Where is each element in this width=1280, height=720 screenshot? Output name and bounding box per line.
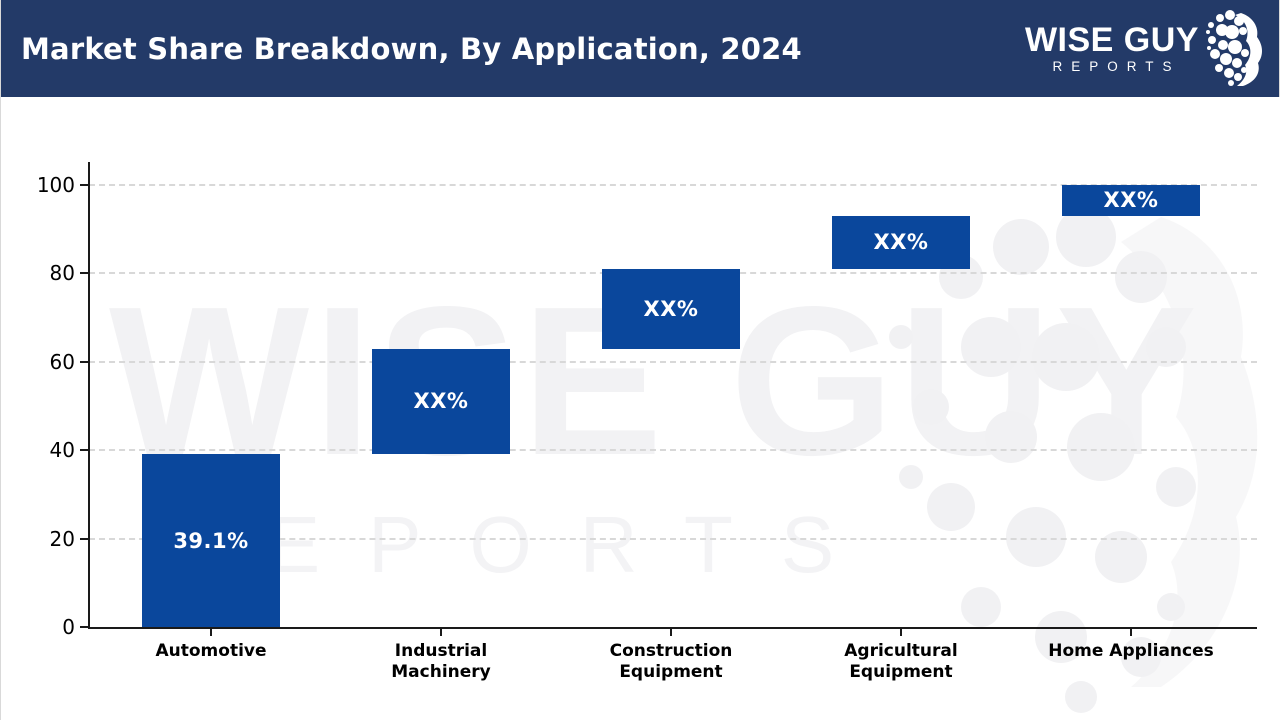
- x-axis-line: [88, 627, 1257, 629]
- y-tick-label: 20: [49, 526, 75, 551]
- logo-wordmark: WISE GUY: [1024, 21, 1199, 60]
- header: Market Share Breakdown, By Application, …: [1, 0, 1279, 97]
- x-category-label: Automotive: [155, 641, 267, 661]
- bar: XX%: [1062, 185, 1200, 216]
- y-tick-mark: [80, 360, 89, 363]
- y-tick-label: 100: [36, 173, 75, 197]
- x-tick-mark: [1130, 629, 1132, 636]
- x-category-label: Construction Equipment: [609, 641, 733, 683]
- x-category-label: Home Appliances: [1048, 641, 1214, 661]
- x-category-label: Industrial Machinery: [391, 641, 491, 683]
- x-category-label: Agricultural Equipment: [844, 641, 958, 683]
- bar: XX%: [602, 268, 740, 349]
- x-tick-mark: [670, 629, 672, 636]
- y-gridline: [89, 537, 1257, 540]
- bar-value-label: XX%: [413, 389, 469, 414]
- y-tick-mark: [80, 449, 89, 452]
- wiseguy-logo: WISE GUY REPORTS: [1025, 9, 1265, 88]
- y-gridline: [89, 184, 1257, 186]
- x-tick-mark: [440, 629, 442, 636]
- y-tick-label: 0: [62, 615, 75, 639]
- bar-value-label: 39.1%: [173, 528, 249, 553]
- y-tick-mark: [80, 537, 89, 540]
- y-gridline: [89, 360, 1257, 363]
- bar: XX%: [372, 348, 510, 455]
- page-title: Market Share Breakdown, By Application, …: [21, 31, 802, 66]
- chart-canvas: WISE GUY REPORTS 0 20 40 60 80 100 39.1% Automo…: [1, 97, 1280, 720]
- y-gridline: [89, 449, 1257, 452]
- logo-face-icon: [1206, 9, 1263, 86]
- x-tick-mark: [900, 629, 902, 636]
- logo-text: WISE GUY REPORTS: [1025, 23, 1199, 74]
- bar-value-label: XX%: [1103, 188, 1159, 213]
- y-tick-mark: [80, 184, 89, 186]
- watermark-face-icon: [889, 207, 1258, 713]
- logo-subtext: REPORTS: [1052, 59, 1181, 75]
- bar: 39.1%: [142, 454, 280, 627]
- bar-value-label: XX%: [873, 230, 929, 255]
- bar-value-label: XX%: [643, 296, 699, 321]
- y-tick-label: 40: [49, 438, 75, 463]
- y-tick-mark: [80, 272, 89, 275]
- bar: XX%: [832, 215, 970, 269]
- y-tick-mark: [80, 626, 89, 628]
- y-axis-line: [88, 162, 90, 629]
- y-tick-label: 80: [49, 261, 75, 286]
- y-tick-label: 60: [49, 349, 75, 374]
- x-tick-mark: [210, 629, 212, 636]
